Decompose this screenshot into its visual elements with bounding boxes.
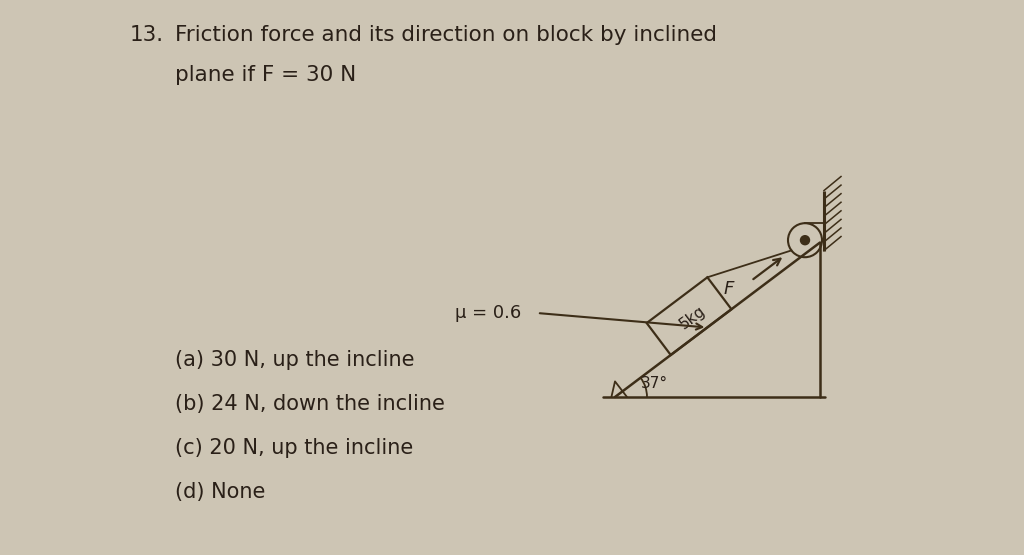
Circle shape: [801, 236, 810, 245]
Text: 5kg: 5kg: [677, 302, 709, 332]
Text: (b) 24 N, down the incline: (b) 24 N, down the incline: [175, 394, 444, 414]
Text: (a) 30 N, up the incline: (a) 30 N, up the incline: [175, 350, 415, 370]
Text: 37°: 37°: [641, 376, 668, 391]
Text: plane if F = 30 N: plane if F = 30 N: [175, 65, 356, 85]
Text: (d) None: (d) None: [175, 482, 265, 502]
Text: Friction force and its direction on block by inclined: Friction force and its direction on bloc…: [175, 25, 717, 45]
Text: 13.: 13.: [130, 25, 164, 45]
Text: (c) 20 N, up the incline: (c) 20 N, up the incline: [175, 438, 414, 458]
Text: μ = 0.6: μ = 0.6: [455, 304, 521, 322]
Text: F: F: [724, 280, 734, 298]
